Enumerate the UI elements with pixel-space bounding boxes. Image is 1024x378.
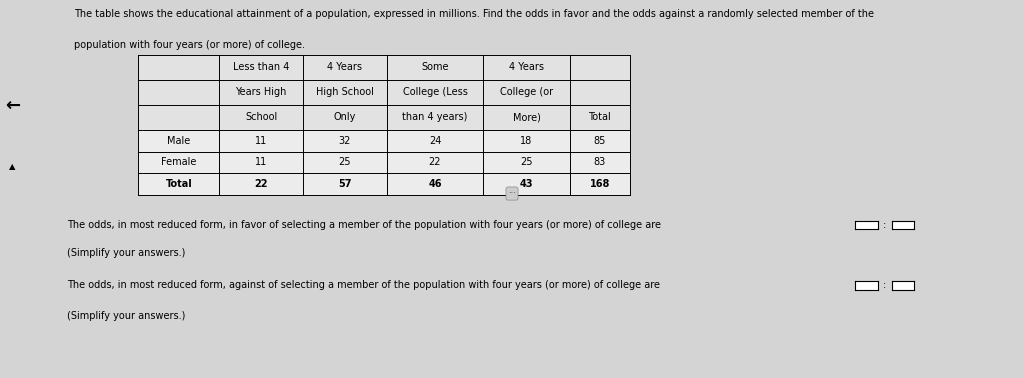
Text: 46: 46 <box>428 179 441 189</box>
Text: 83: 83 <box>594 157 606 167</box>
Text: College (Less: College (Less <box>402 87 467 98</box>
Text: 22: 22 <box>429 157 441 167</box>
Text: 25: 25 <box>339 157 351 167</box>
Text: More): More) <box>513 112 541 122</box>
Text: 168: 168 <box>590 179 610 189</box>
Text: Some: Some <box>421 62 449 72</box>
Text: :: : <box>883 280 886 290</box>
Text: 4 Years: 4 Years <box>509 62 544 72</box>
Text: ···: ··· <box>508 189 516 198</box>
Text: The odds, in most reduced form, against of selecting a member of the population : The odds, in most reduced form, against … <box>67 280 659 290</box>
Text: Female: Female <box>161 157 197 167</box>
Text: College (or: College (or <box>500 87 553 98</box>
Text: ▲: ▲ <box>9 162 15 171</box>
Text: High School: High School <box>315 87 374 98</box>
Text: 4 Years: 4 Years <box>328 62 362 72</box>
Text: Total: Total <box>589 112 611 122</box>
Text: 43: 43 <box>520 179 534 189</box>
Text: 25: 25 <box>520 157 532 167</box>
Text: Male: Male <box>167 136 190 146</box>
Text: ←: ← <box>5 97 19 115</box>
Text: School: School <box>245 112 278 122</box>
Text: 11: 11 <box>255 136 267 146</box>
Text: The odds, in most reduced form, in favor of selecting a member of the population: The odds, in most reduced form, in favor… <box>67 220 660 230</box>
Text: 11: 11 <box>255 157 267 167</box>
Text: 24: 24 <box>429 136 441 146</box>
Text: (Simplify your answers.): (Simplify your answers.) <box>67 311 185 321</box>
Text: 57: 57 <box>338 179 351 189</box>
Text: (Simplify your answers.): (Simplify your answers.) <box>67 248 185 258</box>
Text: than 4 years): than 4 years) <box>402 112 468 122</box>
Text: 22: 22 <box>254 179 268 189</box>
Text: 85: 85 <box>594 136 606 146</box>
Text: Years High: Years High <box>236 87 287 98</box>
Text: Less than 4: Less than 4 <box>232 62 290 72</box>
Text: The table shows the educational attainment of a population, expressed in million: The table shows the educational attainme… <box>74 9 873 19</box>
Text: Total: Total <box>166 179 193 189</box>
Text: population with four years (or more) of college.: population with four years (or more) of … <box>74 40 305 50</box>
Text: Only: Only <box>334 112 356 122</box>
Text: 18: 18 <box>520 136 532 146</box>
Text: 32: 32 <box>339 136 351 146</box>
Text: :: : <box>883 220 886 230</box>
